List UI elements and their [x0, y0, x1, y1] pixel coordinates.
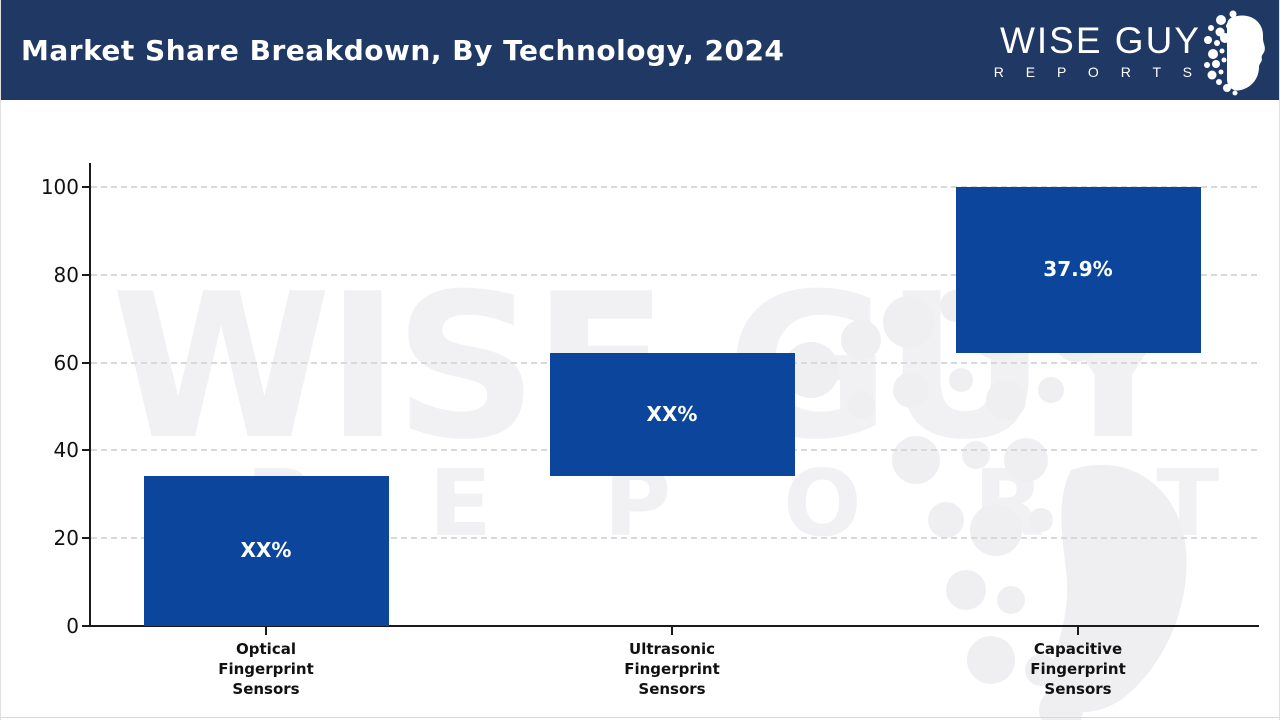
x-category-line: Fingerprint: [1030, 660, 1126, 678]
bottom-border: [1, 717, 1279, 718]
x-tick-1: [671, 627, 673, 635]
y-tick-80: [82, 273, 90, 276]
x-axis-line: [89, 625, 1259, 627]
bar-2: [955, 187, 1201, 354]
y-tick-label-20: 20: [53, 526, 79, 551]
x-category-label-2: Capacitive Fingerprint Sensors: [948, 639, 1208, 699]
x-category-label-1: Ultrasonic Fingerprint Sensors: [542, 639, 802, 699]
gridline-100: [91, 186, 1257, 188]
y-tick-100: [82, 186, 90, 188]
y-tick-20: [82, 537, 90, 540]
x-category-line: Sensors: [638, 680, 706, 698]
x-tick-2: [1077, 627, 1079, 635]
y-tick-60: [82, 361, 90, 364]
y-tick-label-80: 80: [53, 262, 79, 287]
page-title: Market Share Breakdown, By Technology, 2…: [21, 33, 785, 67]
gridline-20: [91, 537, 1257, 540]
y-tick-label-40: 40: [53, 438, 79, 463]
bar-value-label-0: XX%: [240, 537, 292, 562]
y-tick-label-100: 100: [40, 175, 79, 199]
bar-1: [549, 353, 795, 476]
y-tick-0: [82, 625, 90, 627]
bar-0: [143, 475, 389, 626]
y-axis-line: [89, 163, 91, 627]
header-bar: Market Share Breakdown, By Technology, 2…: [1, 0, 1279, 100]
y-tick-label-60: 60: [53, 350, 79, 375]
logo-subtitle: R E P O R T S: [993, 64, 1201, 80]
x-category-label-0: Optical Fingerprint Sensors: [136, 639, 396, 699]
x-category-line: Ultrasonic: [629, 640, 715, 658]
x-category-line: Sensors: [1044, 680, 1112, 698]
x-category-line: Fingerprint: [624, 660, 720, 678]
x-category-line: Optical: [236, 640, 296, 658]
wise-guy-logo: WISE GUY R E P O R T S: [994, 6, 1269, 96]
x-category-line: Capacitive: [1033, 640, 1123, 658]
y-tick-40: [82, 449, 90, 452]
x-category-line: Fingerprint: [218, 660, 314, 678]
bar-value-label-2: 37.9%: [1043, 257, 1113, 282]
logo-wordmark: WISE GUY R E P O R T S: [994, 20, 1201, 80]
bar-value-label-1: XX%: [646, 401, 698, 426]
x-category-line: Sensors: [232, 680, 300, 698]
x-tick-0: [265, 627, 267, 635]
logo-head-icon: [1204, 10, 1265, 96]
logo-name: WISE GUY: [999, 20, 1201, 61]
gridline-80: [91, 273, 1257, 276]
y-tick-label-0: 0: [66, 614, 79, 638]
